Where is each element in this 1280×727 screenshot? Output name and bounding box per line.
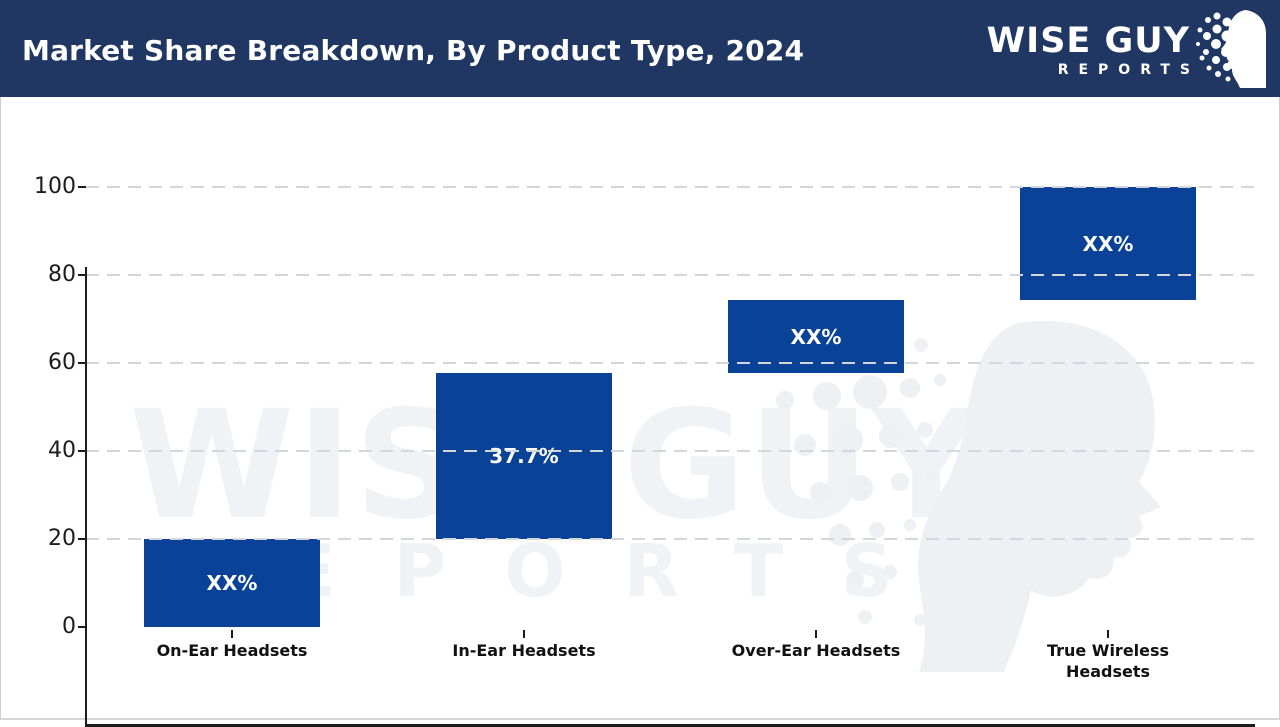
header-bar: Market Share Breakdown, By Product Type,… xyxy=(0,0,1280,97)
gridline xyxy=(86,450,1254,452)
gridline xyxy=(86,538,1254,540)
wise-guy-reports-logo: WISE GUY REPORTS xyxy=(987,10,1268,90)
y-tick-mark xyxy=(78,274,86,276)
bar-segment: XX% xyxy=(144,539,320,627)
bar-value-label: XX% xyxy=(790,324,842,349)
y-tick-label: 80 xyxy=(48,262,76,287)
bar-segment: XX% xyxy=(728,300,904,374)
bar-value-label: XX% xyxy=(1082,231,1134,256)
y-tick-label: 60 xyxy=(48,350,76,375)
x-tick-mark xyxy=(1107,630,1109,638)
logo-head-icon xyxy=(1194,8,1268,92)
x-tick-mark xyxy=(231,630,233,638)
bar-segment: XX% xyxy=(1020,187,1196,301)
y-tick-mark xyxy=(78,186,86,188)
gridline xyxy=(86,186,1254,188)
x-tick-mark xyxy=(815,630,817,638)
y-tick-label: 20 xyxy=(48,526,76,551)
y-tick-label: 40 xyxy=(48,438,76,463)
x-axis-category-label: On-Ear Headsets xyxy=(156,641,308,660)
bar-value-label: XX% xyxy=(206,571,258,595)
x-axis-category-label: Over-Ear Headsets xyxy=(731,641,901,660)
y-tick-label: 0 xyxy=(62,614,76,639)
gridline xyxy=(86,274,1254,276)
y-tick-label: 100 xyxy=(34,174,76,199)
y-tick-mark xyxy=(78,626,86,628)
page-title: Market Share Breakdown, By Product Type,… xyxy=(22,34,805,67)
x-axis-category-label: In-Ear Headsets xyxy=(452,641,596,660)
x-axis-category-label: True Wireless Headsets xyxy=(1046,641,1170,681)
logo-text: WISE GUY REPORTS xyxy=(987,22,1190,78)
bar-segment: 37.7% xyxy=(436,373,612,539)
y-tick-mark xyxy=(78,538,86,540)
bar-value-label: 37.7% xyxy=(489,444,559,469)
y-axis-line xyxy=(85,267,87,727)
logo-subtitle: REPORTS xyxy=(1057,62,1200,78)
y-tick-mark xyxy=(78,450,86,452)
gridline xyxy=(86,362,1254,364)
logo-wordmark: WISE GUY xyxy=(986,21,1190,61)
chart-canvas: WISE GUY REPORTS 0 20 40 60 80 100 XX xyxy=(0,97,1280,727)
x-tick-mark xyxy=(523,630,525,638)
y-tick-mark xyxy=(78,362,86,364)
